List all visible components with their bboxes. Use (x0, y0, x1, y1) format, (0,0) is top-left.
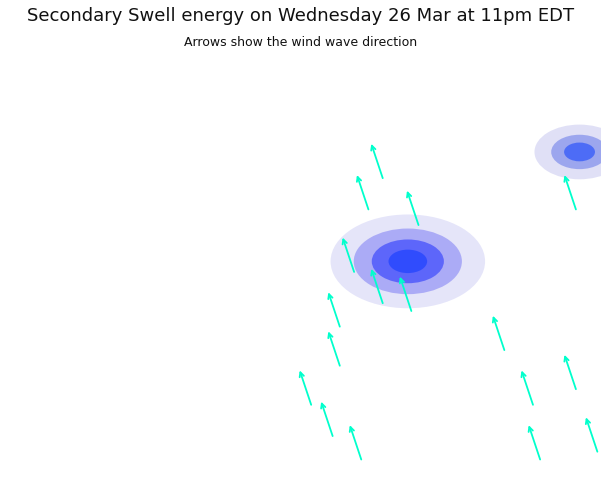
Ellipse shape (551, 136, 601, 170)
Ellipse shape (564, 143, 595, 162)
Ellipse shape (534, 125, 601, 180)
Ellipse shape (354, 229, 462, 295)
Text: Arrows show the wind wave direction: Arrows show the wind wave direction (184, 36, 417, 48)
Ellipse shape (331, 215, 485, 308)
Ellipse shape (372, 240, 444, 284)
Ellipse shape (388, 250, 427, 273)
Text: Secondary Swell energy on Wednesday 26 Mar at 11pm EDT: Secondary Swell energy on Wednesday 26 M… (27, 7, 574, 25)
